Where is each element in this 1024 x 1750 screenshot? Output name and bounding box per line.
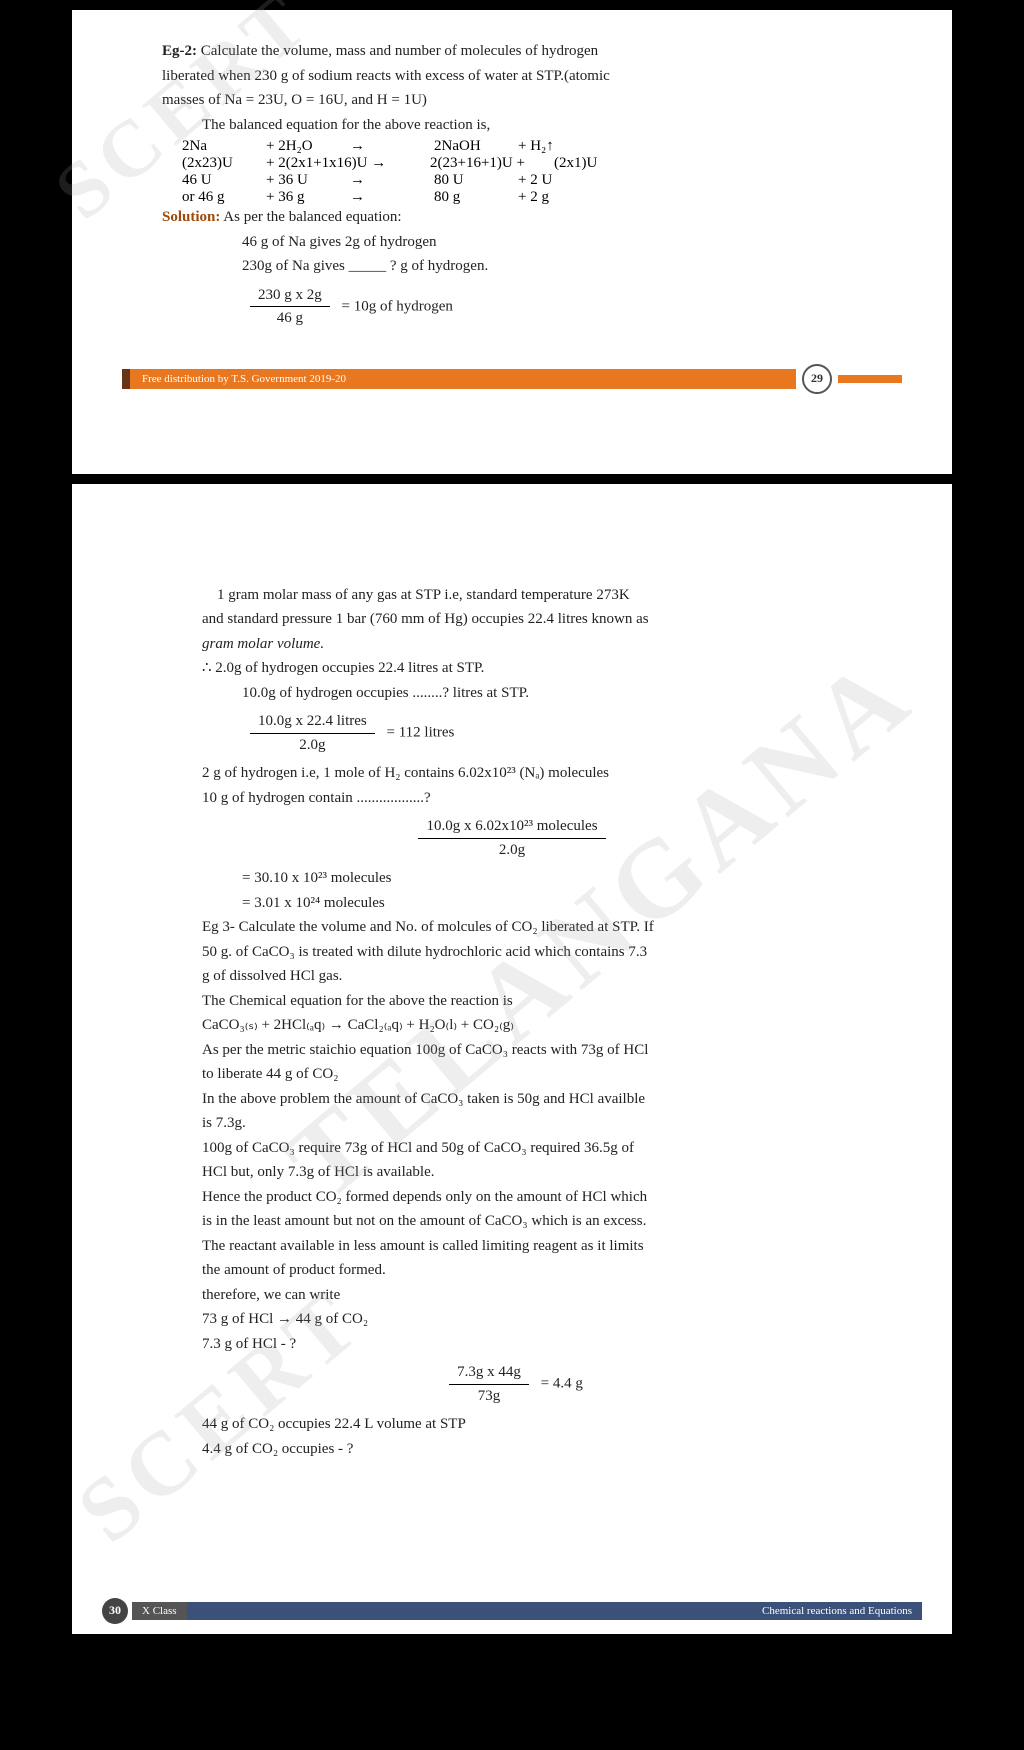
eg-line1: Calculate the volume, mass and number of…: [201, 43, 598, 59]
result-line-2: = 3.01 x 10²⁴ molecules: [242, 892, 902, 915]
eq-cell: + 2 U: [518, 172, 588, 189]
equation-row-1: 2Na + 2H₂O → 2NaOH + H₂↑: [182, 138, 902, 155]
gram-molar-volume: gram molar volume.: [202, 633, 902, 656]
para-intro-2: and standard pressure 1 bar (760 mm of H…: [202, 608, 902, 631]
limiting-4: the amount of product formed.: [202, 1259, 902, 1282]
eq-cell: 46 U: [182, 172, 252, 189]
limiting-2: is in the least amount but not on the am…: [202, 1210, 902, 1233]
limiting-3: The reactant available in less amount is…: [202, 1235, 902, 1258]
fraction-3: 7.3g x 44g 73g = 4.4 g: [122, 1357, 902, 1411]
page2-footer: 30 X Class Chemical reactions and Equati…: [72, 1598, 952, 1624]
staichio-1: As per the metric staichio equation 100g…: [202, 1039, 902, 1062]
eg3-line2: 50 g. of CaCO₃ is treated with dilute hy…: [202, 941, 902, 964]
eq-cell: 2(23+16+1)U +: [430, 155, 540, 172]
para-intro-1: 1 gram molar mass of any gas at STP i.e,…: [202, 584, 902, 607]
chem-intro: The Chemical equation for the above the …: [202, 990, 902, 1013]
equation-row-2: (2x23)U + 2(2x1+1x16)U → 2(23+16+1)U + (…: [182, 155, 902, 172]
eq-cell: 80 U: [434, 172, 504, 189]
solution-line: Solution: As per the balanced equation:: [162, 206, 902, 229]
eq-cell: 2Na: [182, 138, 252, 155]
example-heading: Eg-2: Calculate the volume, mass and num…: [162, 40, 902, 63]
calc-73g: 73 g of HCl → 44 g of CO₂: [202, 1308, 902, 1331]
frac1-result: = 112 litres: [387, 724, 455, 740]
frac1-top: 10.0g x 22.4 litres: [250, 710, 375, 734]
sol-line2: 230g of Na gives _____ ? g of hydrogen.: [242, 255, 902, 278]
req-2: HCl but, only 7.3g of HCl is available.: [202, 1161, 902, 1184]
footer-distribution-text: Free distribution by T.S. Government 201…: [122, 369, 796, 389]
solution-label: Solution:: [162, 209, 220, 225]
equation-row-3: 46 U + 36 U → 80 U + 2 U: [182, 172, 902, 189]
eg3-line1: Eg 3- Calculate the volume and No. of mo…: [202, 916, 902, 939]
eq-cell: + 2H₂O: [266, 138, 336, 155]
problem-1: In the above problem the amount of CaCO₃…: [202, 1088, 902, 1111]
staichio-2: to liberate 44 g of CO₂: [202, 1063, 902, 1086]
eg-label: Eg-2:: [162, 43, 197, 59]
frac-denominator: 46 g: [250, 307, 330, 330]
eq-cell: (2x23)U: [182, 155, 252, 172]
fraction-2: 10.0g x 6.02x10²³ molecules 2.0g: [122, 811, 902, 865]
eq-cell: + 2 g: [518, 189, 588, 206]
eq-cell: + H₂↑: [518, 138, 588, 155]
eq-cell: (2x1)U: [554, 155, 624, 172]
chem-equation: CaCO₃₍ₛ₎ + 2HCl₍ₐq₎ → CaCl₂₍ₐq₎ + H₂O₍l₎…: [202, 1014, 902, 1037]
frac2-top: 10.0g x 6.02x10²³ molecules: [418, 815, 605, 839]
frac2-bot: 2.0g: [418, 839, 605, 862]
req-1: 100g of CaCO₃ require 73g of HCl and 50g…: [202, 1137, 902, 1160]
page-29: SCERT Eg-2: Calculate the volume, mass a…: [72, 10, 952, 474]
eq-cell: + 2(2x1+1x16)U →: [266, 155, 416, 172]
stp-line-1: 44 g of CO₂ occupies 22.4 L volume at ST…: [202, 1413, 902, 1436]
footer-stub: [838, 375, 902, 383]
problem-2: is 7.3g.: [202, 1112, 902, 1135]
eq-cell: →: [350, 138, 420, 155]
calc-7-3g: 7.3 g of HCl - ?: [202, 1333, 902, 1356]
frac-numerator: 230 g x 2g: [250, 284, 330, 308]
result-line-1: = 30.10 x 10²³ molecules: [242, 867, 902, 890]
footer-chapter: Chemical reactions and Equations: [187, 1602, 922, 1620]
eg-line2: liberated when 230 g of sodium reacts wi…: [162, 65, 902, 88]
eq-cell: 80 g: [434, 189, 504, 206]
molecules-line-2: 10 g of hydrogen contain ...............…: [202, 787, 902, 810]
stp-line-2: 4.4 g of CO₂ occupies - ?: [202, 1438, 902, 1461]
limiting-1: Hence the product CO₂ formed depends onl…: [202, 1186, 902, 1209]
frac3-result: = 4.4 g: [541, 1375, 583, 1391]
eq-cell: →: [350, 172, 420, 189]
page-number-30: 30: [102, 1598, 128, 1624]
page-number: 29: [802, 364, 832, 394]
solution-text: As per the balanced equation:: [223, 209, 401, 225]
sol-fraction: 230 g x 2g 46 g = 10g of hydrogen: [242, 280, 902, 334]
calc-line-1: ∴ 2.0g of hydrogen occupies 22.4 litres …: [202, 657, 902, 680]
eg3-line3: g of dissolved HCl gas.: [202, 965, 902, 988]
balanced-intro: The balanced equation for the above reac…: [202, 114, 902, 137]
equation-row-4: or 46 g + 36 g → 80 g + 2 g: [182, 189, 902, 206]
eq-cell: + 36 g: [266, 189, 336, 206]
fraction-1: 10.0g x 22.4 litres 2.0g = 112 litres: [242, 706, 902, 760]
eq-cell: or 46 g: [182, 189, 252, 206]
frac3-bot: 73g: [449, 1385, 529, 1408]
frac1-bot: 2.0g: [250, 734, 375, 757]
calc-line-2: 10.0g of hydrogen occupies ........? lit…: [242, 682, 902, 705]
footer-class: X Class: [132, 1602, 187, 1620]
page-footer: Free distribution by T.S. Government 201…: [122, 364, 902, 394]
molecules-line-1: 2 g of hydrogen i.e, 1 mole of H₂ contai…: [202, 762, 902, 785]
eq-cell: 2NaOH: [434, 138, 504, 155]
eq-cell: + 36 U: [266, 172, 336, 189]
frac-result: = 10g of hydrogen: [342, 298, 453, 314]
sol-line1: 46 g of Na gives 2g of hydrogen: [242, 231, 902, 254]
eq-cell: →: [350, 189, 420, 206]
eg-line3: masses of Na = 23U, O = 16U, and H = 1U): [162, 89, 902, 112]
page-30: TELANGANA SCERT 1 gram molar mass of any…: [72, 484, 952, 1634]
therefore-line: therefore, we can write: [202, 1284, 902, 1307]
frac3-top: 7.3g x 44g: [449, 1361, 529, 1385]
